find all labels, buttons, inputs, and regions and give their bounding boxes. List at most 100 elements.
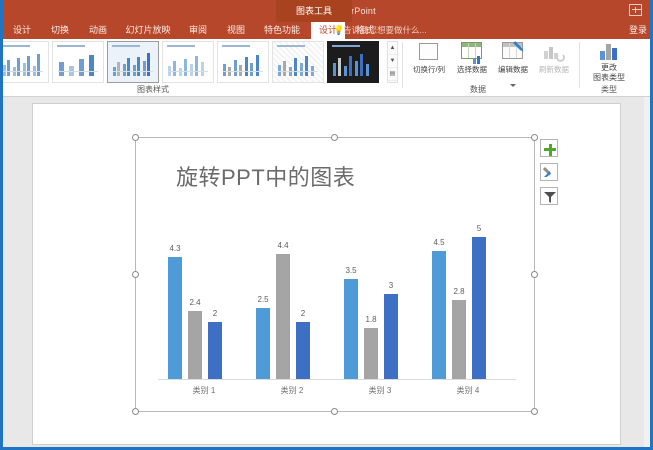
change-chart-type-label: 更改 图表类型 (583, 63, 635, 83)
chart-title[interactable]: 旋转PPT中的图表 (176, 165, 356, 190)
bar-s1-c1[interactable]: 4.3 (168, 244, 182, 379)
thumb-minichart (3, 50, 45, 76)
change-chart-type-icon (599, 43, 619, 60)
bar-s3-c1[interactable]: 2 (208, 309, 222, 379)
edit-data-label: 编辑数据 (498, 65, 528, 74)
data-label: 3 (388, 281, 394, 290)
category-group: 2.5 4.4 2 类别 2 (250, 220, 334, 395)
chart-filters-button[interactable] (540, 187, 558, 205)
chart-style-thumb-3-selected[interactable] (107, 41, 159, 83)
gallery-scrollbar[interactable]: ▲ ▼ ▤ (387, 41, 398, 83)
tab-chart-design[interactable]: 设计 (311, 22, 345, 39)
select-data-icon (461, 42, 484, 64)
change-chart-type-button[interactable]: 更改 图表类型 (585, 41, 633, 91)
category-group: 4.3 2.4 2 类别 1 (162, 220, 246, 395)
restore-window-icon[interactable] (629, 4, 642, 16)
thumb-title-bar (57, 45, 85, 47)
bar-s2-c3[interactable]: 1.8 (364, 315, 378, 379)
funnel-icon (544, 192, 556, 203)
thumb-minichart (111, 50, 155, 76)
thumb-title-bar (222, 45, 250, 47)
ribbon: ▲ ▼ ▤ 图表样式 切换行/列 选择数据 (3, 39, 650, 97)
tab-featured[interactable]: 特色功能 (263, 25, 300, 35)
tab-design-theme[interactable]: 设计 (12, 25, 31, 35)
bar-s1-c4[interactable]: 4.5 (432, 238, 446, 379)
resize-handle-top-right[interactable] (531, 134, 538, 141)
resize-handle-middle-right[interactable] (531, 270, 538, 278)
chart-style-thumb-2[interactable] (52, 41, 104, 83)
bar-s1-c3[interactable]: 3.5 (344, 266, 358, 379)
resize-handle-bottom-center[interactable] (331, 408, 338, 415)
bar-s2-c1[interactable]: 2.4 (188, 298, 202, 379)
data-label: 4.4 (277, 241, 289, 250)
category-label-4: 类别 4 (456, 386, 480, 395)
mini-columns-icon (473, 54, 484, 64)
group-separator (402, 42, 403, 88)
thumb-title-bar (167, 45, 195, 47)
slide-work-area: 旋转PPT中的图表 4.3 2.4 2 类别 1 (3, 97, 650, 447)
thumb-minichart (56, 50, 100, 76)
switch-row-column-button[interactable]: 切换行/列 (409, 41, 449, 85)
bar-s3-c4[interactable]: 5 (472, 224, 486, 379)
category-group: 4.5 2.8 5 类别 4 (426, 220, 510, 395)
data-label: 1.8 (365, 315, 377, 324)
vertical-scrollbar[interactable] (644, 97, 650, 447)
chart-style-thumb-4[interactable] (162, 41, 214, 83)
sign-in-link[interactable]: 登录 (628, 25, 647, 35)
thumb-minichart (331, 50, 375, 76)
slide-canvas[interactable]: 旋转PPT中的图表 4.3 2.4 2 类别 1 (33, 104, 620, 444)
edit-data-icon (502, 42, 524, 63)
change-chart-type-label-line2: 图表类型 (593, 73, 625, 82)
resize-handle-middle-left[interactable] (132, 270, 139, 278)
group-separator (579, 42, 580, 88)
gallery-more-icon[interactable]: ▤ (388, 68, 397, 81)
bar-s1-c2[interactable]: 2.5 (256, 295, 270, 379)
tab-view[interactable]: 视图 (226, 25, 245, 35)
bar-s2-c4[interactable]: 2.8 (452, 287, 466, 379)
bar-s3-c3[interactable]: 3 (384, 281, 398, 379)
tell-me-search[interactable]: 告诉我您想要做什么... (343, 25, 427, 35)
edit-data-button[interactable]: 编辑数据 (493, 41, 533, 87)
chart-quick-buttons (540, 139, 558, 211)
gallery-scroll-up-icon[interactable]: ▲ (388, 42, 397, 55)
thumb-title-bar (277, 45, 305, 47)
resize-handle-bottom-left[interactable] (132, 408, 139, 415)
category-group: 3.5 1.8 3 类别 3 (338, 220, 422, 395)
select-data-button[interactable]: 选择数据 (452, 41, 492, 85)
category-label-2: 类别 2 (280, 386, 304, 395)
select-data-label: 选择数据 (457, 65, 487, 74)
category-axis-line (158, 379, 516, 380)
chart-style-thumb-7[interactable] (327, 41, 379, 83)
chart-object[interactable]: 旋转PPT中的图表 4.3 2.4 2 类别 1 (132, 134, 538, 415)
chart-styles-button[interactable] (540, 163, 558, 181)
data-label: 4.3 (169, 244, 181, 253)
tab-transitions[interactable]: 切换 (50, 25, 69, 35)
bar-s3-c2[interactable]: 2 (296, 309, 310, 379)
thumb-title-bar (112, 45, 140, 47)
chart-style-thumb-5[interactable] (217, 41, 269, 83)
data-label: 2.4 (189, 298, 201, 307)
title-bar: 演示文稿2 - PowerPoint 图表工具 (3, 0, 650, 22)
tab-animations[interactable]: 动画 (88, 25, 107, 35)
tab-chart-format[interactable]: 格式 (355, 25, 374, 35)
resize-handle-top-left[interactable] (132, 134, 139, 141)
resize-handle-bottom-right[interactable] (531, 408, 538, 415)
lightbulb-icon: 💡 (333, 25, 345, 35)
tab-review[interactable]: 审阅 (188, 25, 207, 35)
ribbon-tab-strip: 设计 切换 动画 幻灯片放映 审阅 视图 特色功能 设计 格式 💡 告诉我您想要… (3, 22, 650, 39)
chart-style-thumb-6[interactable] (272, 41, 324, 83)
chart-style-thumb-1[interactable] (3, 41, 49, 83)
thumb-title-bar (3, 45, 30, 47)
thumb-minichart (221, 50, 265, 76)
chart-elements-button[interactable] (540, 139, 558, 157)
refresh-data-icon (543, 42, 565, 63)
resize-handle-top-center[interactable] (331, 134, 338, 141)
chart-plot-area[interactable]: 4.3 2.4 2 类别 1 2.5 (158, 220, 516, 395)
thumb-minichart (276, 50, 320, 76)
chart-styles-gallery[interactable] (3, 41, 387, 83)
chevron-down-icon[interactable] (510, 84, 516, 87)
gallery-scroll-down-icon[interactable]: ▼ (388, 55, 397, 68)
bar-s2-c2[interactable]: 4.4 (276, 241, 290, 379)
tab-slideshow[interactable]: 幻灯片放映 (125, 25, 171, 35)
data-label: 3.5 (345, 266, 357, 275)
